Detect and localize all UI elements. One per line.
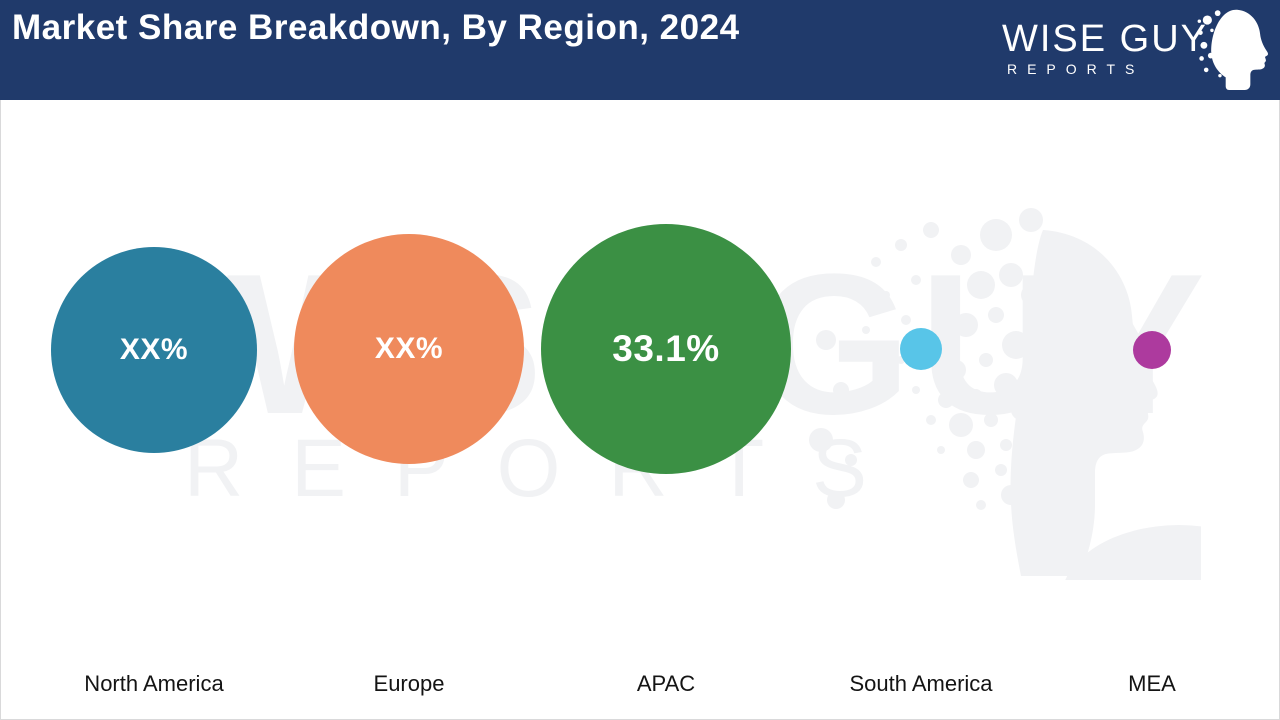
category-label-mea: MEA: [1128, 671, 1176, 696]
category-label-europe: Europe: [373, 671, 445, 696]
bubble-north-america: XX%: [51, 247, 257, 453]
logo-subtitle: REPORTS: [1006, 61, 1145, 77]
bubble-value-label: XX%: [374, 332, 444, 365]
bubble-south-america: [900, 328, 942, 370]
bubble-value-label: 33.1%: [612, 328, 720, 369]
wiseguy-head-icon: [1197, 9, 1269, 90]
bubble-apac: 33.1%: [541, 224, 791, 474]
wiseguy-logo-text: WISE GUY REPORTS: [1002, 17, 1208, 77]
page-title: Market Share Breakdown, By Region, 2024: [12, 8, 740, 47]
logo-wordmark: WISE GUY: [1001, 18, 1208, 60]
bubble-europe: XX%: [294, 234, 524, 464]
header-bar: Market Share Breakdown, By Region, 2024 …: [0, 0, 1280, 100]
category-label-south-america: South America: [849, 671, 993, 696]
category-label-apac: APAC: [636, 671, 696, 696]
wiseguy-logo: WISE GUY REPORTS: [1002, 4, 1270, 90]
category-label-north-america: North America: [84, 671, 224, 696]
bubble-value-label: XX%: [119, 333, 189, 366]
bubble-mea: [1133, 331, 1171, 369]
head-watermark: [809, 208, 1201, 580]
